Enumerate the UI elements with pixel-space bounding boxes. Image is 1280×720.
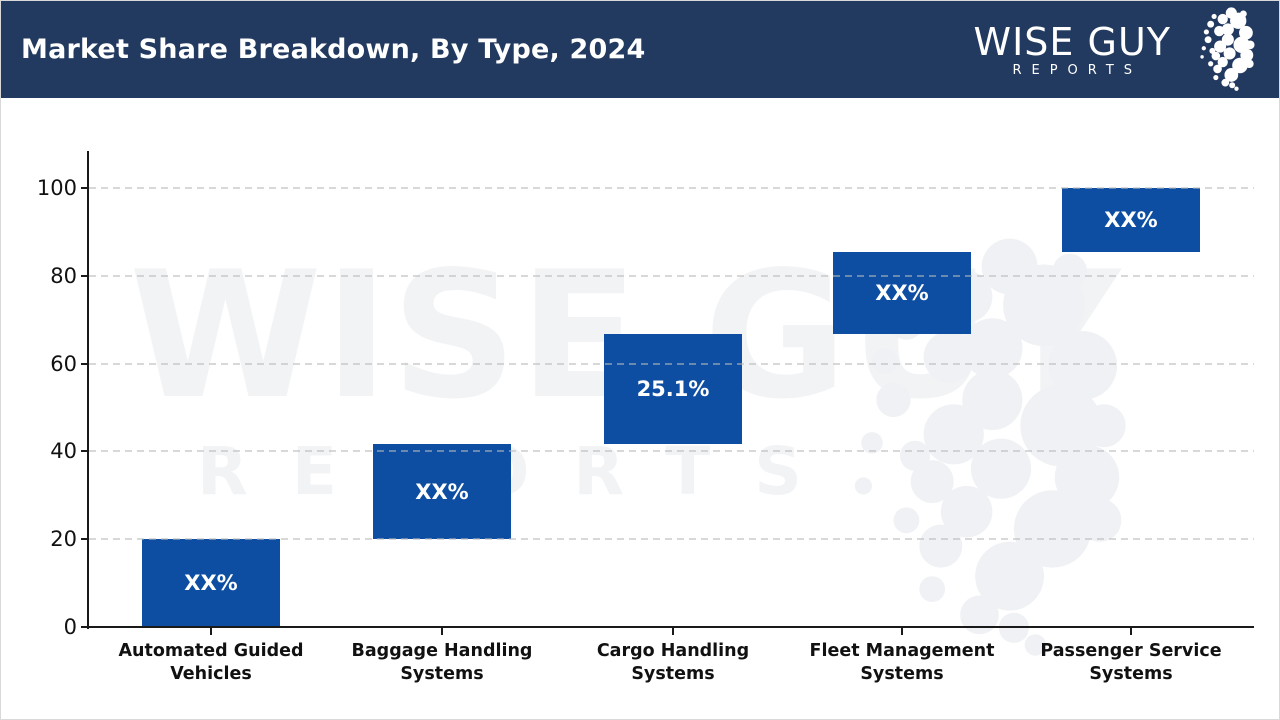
gridline	[89, 362, 1254, 365]
x-axis-category-label: Cargo Handling Systems	[596, 641, 750, 684]
x-axis-category-label: Passenger Service Systems	[1040, 641, 1222, 684]
y-tick-mark	[81, 187, 89, 189]
x-tick-mark	[901, 628, 903, 635]
x-axis-line	[87, 626, 1254, 628]
wise-guy-logo: WISE GUY REPORTS	[974, 6, 1267, 93]
y-axis-tick-label: 80	[50, 263, 77, 288]
bar-value-label: XX%	[875, 280, 929, 305]
bar: XX%	[373, 444, 511, 540]
watermark-head-icon	[854, 238, 1126, 656]
bar-value-label: XX%	[184, 571, 238, 596]
y-tick-mark	[81, 626, 89, 628]
chart-title: Market Share Breakdown, By Type, 2024	[21, 34, 646, 65]
y-axis-tick-label: 0	[63, 615, 77, 639]
bar: XX%	[833, 251, 971, 335]
gridline	[89, 538, 1254, 541]
logo-wordmark: WISE GUY	[973, 19, 1171, 64]
gridline	[89, 187, 1254, 189]
x-tick-mark	[441, 628, 443, 635]
bar: XX%	[1062, 188, 1200, 252]
y-axis-line	[87, 151, 89, 629]
logo-subtitle: REPORTS	[1012, 62, 1143, 78]
gridline	[89, 274, 1254, 277]
dotted-head-icon	[1200, 6, 1255, 91]
y-axis-tick-label: 60	[50, 351, 77, 376]
y-tick-mark	[81, 450, 89, 453]
bar-value-label: 25.1%	[636, 377, 710, 402]
bar: 25.1%	[604, 334, 742, 445]
x-axis-category-label: Baggage Handling Systems	[351, 641, 533, 684]
y-tick-mark	[81, 362, 89, 365]
header: Market Share Breakdown, By Type, 2024 WI…	[1, 1, 1279, 98]
x-tick-mark	[1130, 628, 1132, 635]
bar-value-label: XX%	[1104, 207, 1158, 232]
gridline	[89, 450, 1254, 453]
x-tick-mark	[672, 628, 674, 635]
y-axis-tick-label: 20	[50, 527, 77, 552]
y-axis-tick-label: 40	[50, 439, 77, 464]
bar: XX%	[142, 539, 280, 627]
x-axis-category-label: Fleet Management Systems	[809, 641, 995, 684]
bar-value-label: XX%	[415, 479, 469, 504]
y-tick-mark	[81, 538, 89, 541]
logo-text: WISE GUY REPORTS	[974, 23, 1171, 77]
y-axis-tick-label: 100	[36, 176, 77, 200]
y-tick-mark	[81, 274, 89, 277]
x-axis-category-label: Automated Guided Vehicles	[118, 641, 304, 684]
x-tick-mark	[210, 628, 212, 635]
